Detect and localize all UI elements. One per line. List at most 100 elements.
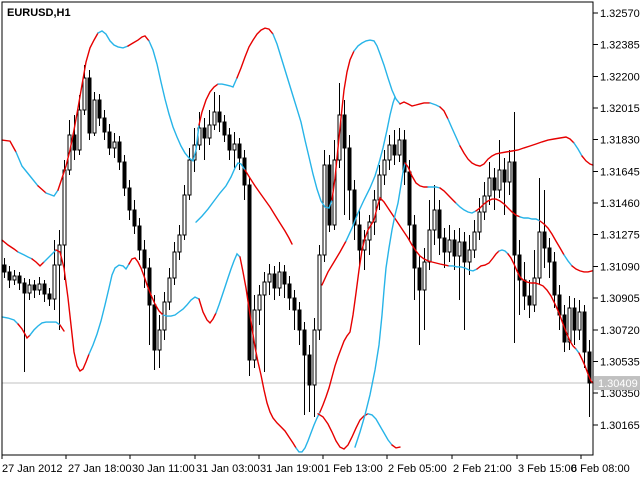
indicator-upper-band bbox=[272, 33, 333, 209]
indicator-rising-line-a bbox=[321, 240, 347, 286]
indicator-mid-line bbox=[578, 352, 594, 384]
indicator-upper-band bbox=[148, 40, 200, 163]
candle-bear bbox=[572, 307, 577, 331]
indicator-mid-line bbox=[295, 411, 321, 453]
indicator-mid-line bbox=[498, 249, 509, 255]
candle-bull bbox=[397, 139, 402, 156]
candle-bull bbox=[262, 281, 267, 296]
indicator-mid-line bbox=[476, 250, 500, 270]
candle-bull bbox=[322, 164, 327, 256]
indicator-upper-band bbox=[57, 32, 99, 191]
candle-bear bbox=[72, 134, 77, 151]
y-tick-label: 1.31090 bbox=[600, 261, 640, 273]
indicator-rising-line-a bbox=[345, 96, 396, 242]
candle-bull bbox=[177, 234, 182, 253]
candle-bull bbox=[167, 277, 172, 303]
indicator-upper-band bbox=[1, 139, 17, 153]
candle-bull bbox=[187, 159, 192, 196]
candle-bull bbox=[472, 231, 477, 251]
candles-layer bbox=[2, 65, 592, 417]
candle-bull bbox=[467, 249, 472, 263]
candle-bear bbox=[227, 134, 232, 151]
y-tick-label: 1.30350 bbox=[600, 388, 640, 400]
indicator-lower-band-right bbox=[519, 216, 541, 222]
candle-bull bbox=[257, 294, 262, 311]
candle-bear bbox=[122, 161, 127, 189]
indicator-mid-line bbox=[319, 196, 450, 413]
candle-bull bbox=[477, 211, 482, 233]
candle-bull bbox=[537, 231, 542, 279]
y-axis-scale[interactable]: 1.32570 1.32385 1.32200 1.32015 1.31830 1.316… bbox=[593, 8, 640, 432]
y-tick-label: 1.31830 bbox=[600, 135, 640, 147]
indicator-mid-line bbox=[31, 258, 45, 267]
indicator-lower-band-left bbox=[17, 323, 31, 340]
x-axis-scale[interactable]: 27 Jan 2012 27 Jan 18:00 30 Jan 11:00 31 Ja… bbox=[1, 455, 630, 475]
indicator-lower-band-right bbox=[455, 202, 477, 214]
indicator-upper-band bbox=[353, 39, 401, 105]
indicator-lower-band-right bbox=[404, 162, 429, 188]
candle-bear bbox=[302, 329, 307, 356]
x-tick-label: 27 Jan 18:00 bbox=[68, 463, 132, 475]
badge-price-text: 1.30409 bbox=[598, 378, 638, 390]
candle-bear bbox=[462, 241, 467, 263]
candle-bear bbox=[452, 239, 457, 257]
indicator-upper-band bbox=[45, 189, 59, 197]
candle-bull bbox=[12, 275, 17, 281]
candle-bear bbox=[417, 267, 422, 291]
y-tick-label: 1.30535 bbox=[600, 356, 640, 368]
x-tick-label: 27 Jan 2012 bbox=[2, 463, 63, 475]
candle-bear bbox=[202, 127, 207, 139]
candle-bear bbox=[22, 282, 27, 294]
indicator-mid-line bbox=[215, 252, 241, 314]
candle-bear bbox=[542, 231, 547, 249]
x-tick-label: 6 Feb 08:00 bbox=[571, 463, 630, 475]
candle-bear bbox=[287, 283, 292, 299]
candle-bull bbox=[172, 251, 177, 279]
candle-bear bbox=[582, 311, 587, 353]
candle-bear bbox=[17, 275, 22, 284]
indicator-upper-band bbox=[15, 151, 39, 187]
y-tick-label: 1.31275 bbox=[600, 230, 640, 242]
indicator-mid-line bbox=[88, 263, 130, 355]
candle-bear bbox=[152, 304, 157, 351]
candle-bear bbox=[127, 187, 132, 211]
candle-bull bbox=[427, 229, 432, 263]
candle-bull bbox=[382, 159, 387, 176]
candle-bear bbox=[117, 141, 122, 163]
candle-bear bbox=[292, 297, 297, 311]
candle-bear bbox=[147, 267, 152, 306]
candle-bull bbox=[497, 169, 502, 191]
candle-bear bbox=[352, 189, 357, 226]
indicator-upper-band bbox=[236, 27, 274, 79]
candle-bear bbox=[142, 249, 147, 269]
plot-border bbox=[1, 1, 594, 456]
indicator-upper-band bbox=[459, 136, 575, 167]
symbol-timeframe-label: EURUSD,H1 bbox=[7, 7, 71, 19]
candle-bull bbox=[27, 284, 32, 294]
indicator-lower-band-right bbox=[563, 254, 573, 267]
candle-bear bbox=[552, 261, 557, 296]
indicator-upper-band bbox=[127, 35, 150, 47]
indicator-mid-line bbox=[55, 249, 90, 372]
candle-bull bbox=[92, 99, 97, 134]
candle-bear bbox=[237, 143, 242, 159]
candle-bear bbox=[442, 237, 447, 253]
indicator-bottom-squiggle bbox=[367, 413, 393, 446]
indicator-lower-band-left bbox=[59, 324, 65, 332]
candle-bear bbox=[547, 247, 552, 263]
indicator-lower-band-right bbox=[539, 220, 565, 256]
indicator-mid-line bbox=[198, 298, 217, 324]
indicator-mid-line bbox=[448, 265, 478, 272]
candle-bear bbox=[502, 169, 507, 183]
candle-bull bbox=[377, 174, 382, 201]
candle-bear bbox=[587, 351, 592, 384]
indicator-mid-line bbox=[507, 253, 577, 350]
indicator-mid-peak-line bbox=[244, 169, 293, 245]
candle-bull bbox=[52, 264, 57, 300]
indicator-upper-band bbox=[573, 142, 583, 157]
candle-bear bbox=[47, 293, 52, 300]
candle-bear bbox=[2, 264, 7, 273]
candle-bear bbox=[327, 164, 332, 226]
